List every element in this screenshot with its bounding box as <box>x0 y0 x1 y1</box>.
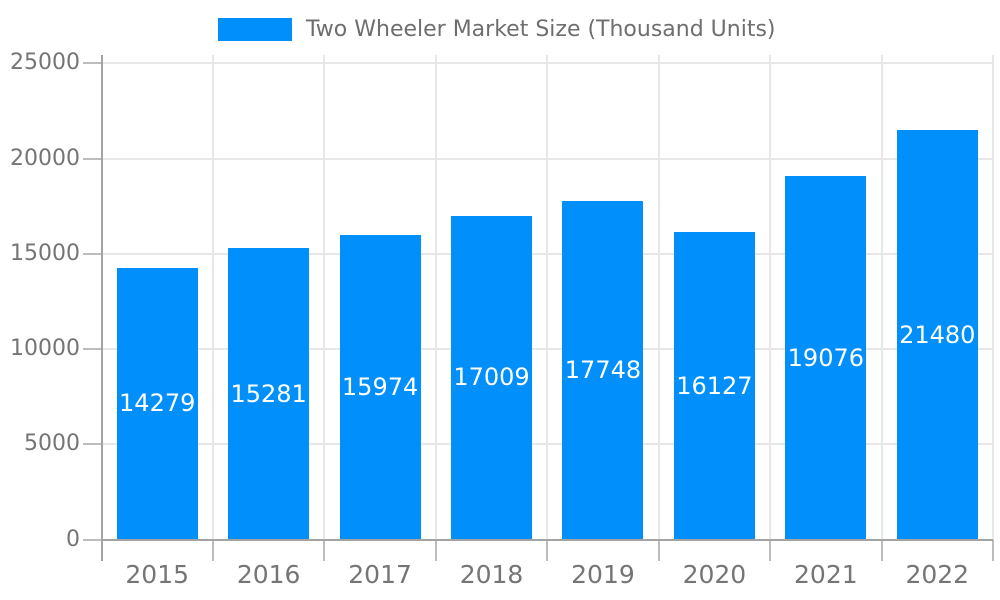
bar-value-label: 15974 <box>341 373 419 402</box>
y-axis-label: 10000 <box>10 336 80 362</box>
y-axis-label: 5000 <box>24 431 80 457</box>
x-axis-label: 2018 <box>459 560 524 589</box>
bar-value-label: 21480 <box>899 320 976 349</box>
y-axis-tick <box>83 157 102 160</box>
y-axis-label: 25000 <box>10 50 80 76</box>
y-axis-label: 0 <box>66 526 80 552</box>
x-axis-label: 2019 <box>571 560 635 589</box>
bar-2021[interactable]: 19076 <box>785 176 867 540</box>
bar-2022[interactable]: 21480 <box>896 130 978 540</box>
legend-item[interactable]: Two Wheeler Market Size (Thousand Units) <box>218 17 776 42</box>
x-axis-label: 2021 <box>794 560 858 589</box>
bar-2016[interactable]: 15281 <box>228 248 310 540</box>
v-gridline <box>657 55 660 540</box>
x-axis-label: 2015 <box>125 560 190 589</box>
x-axis-tick <box>211 539 214 561</box>
x-axis-tick <box>880 539 883 561</box>
v-gridline <box>769 55 772 540</box>
bar-value-label: 15281 <box>230 379 307 408</box>
h-gridline <box>101 443 993 446</box>
bar-2019[interactable]: 17748 <box>562 201 644 540</box>
y-axis-tick <box>83 62 102 65</box>
bar-2018[interactable]: 17009 <box>451 215 533 540</box>
y-axis-tick <box>83 252 102 255</box>
x-axis-label: 2017 <box>348 560 412 589</box>
v-gridline <box>992 55 994 540</box>
x-axis-tick <box>100 539 103 561</box>
bar-value-label: 16127 <box>676 371 753 400</box>
bar-value-label: 14279 <box>119 389 196 418</box>
bar-value-label: 19076 <box>787 343 865 372</box>
v-gridline <box>546 55 549 540</box>
x-axis-label: 2020 <box>682 560 747 589</box>
x-axis-tick <box>323 539 326 561</box>
v-gridline <box>323 55 326 540</box>
y-axis-tick <box>83 348 102 351</box>
x-axis-tick <box>657 539 660 561</box>
bar-2020[interactable]: 16127 <box>673 232 755 540</box>
h-gridline <box>101 348 993 351</box>
y-axis-label: 20000 <box>10 145 80 171</box>
x-axis-line <box>100 538 993 541</box>
legend-swatch <box>218 18 292 41</box>
x-axis-tick <box>769 539 772 561</box>
y-axis-tick <box>83 538 102 541</box>
v-gridline <box>880 55 883 540</box>
x-axis-label: 2016 <box>236 560 301 589</box>
bar-2015[interactable]: 14279 <box>116 267 198 540</box>
y-axis-label: 15000 <box>10 240 80 266</box>
h-gridline <box>101 252 993 255</box>
bar-value-label: 17009 <box>453 363 530 392</box>
x-axis-tick <box>992 539 994 561</box>
x-axis-label: 2022 <box>905 560 970 589</box>
y-axis-line <box>100 55 103 540</box>
bar-value-label: 17748 <box>564 356 642 385</box>
bar-2017[interactable]: 15974 <box>339 235 421 540</box>
x-axis-tick <box>546 539 549 561</box>
x-axis-tick <box>434 539 437 561</box>
h-gridline <box>101 157 993 160</box>
v-gridline <box>211 55 214 540</box>
y-axis-tick <box>83 443 102 446</box>
h-gridline <box>101 62 993 65</box>
legend-label: Two Wheeler Market Size (Thousand Units) <box>306 17 776 42</box>
v-gridline <box>434 55 437 540</box>
